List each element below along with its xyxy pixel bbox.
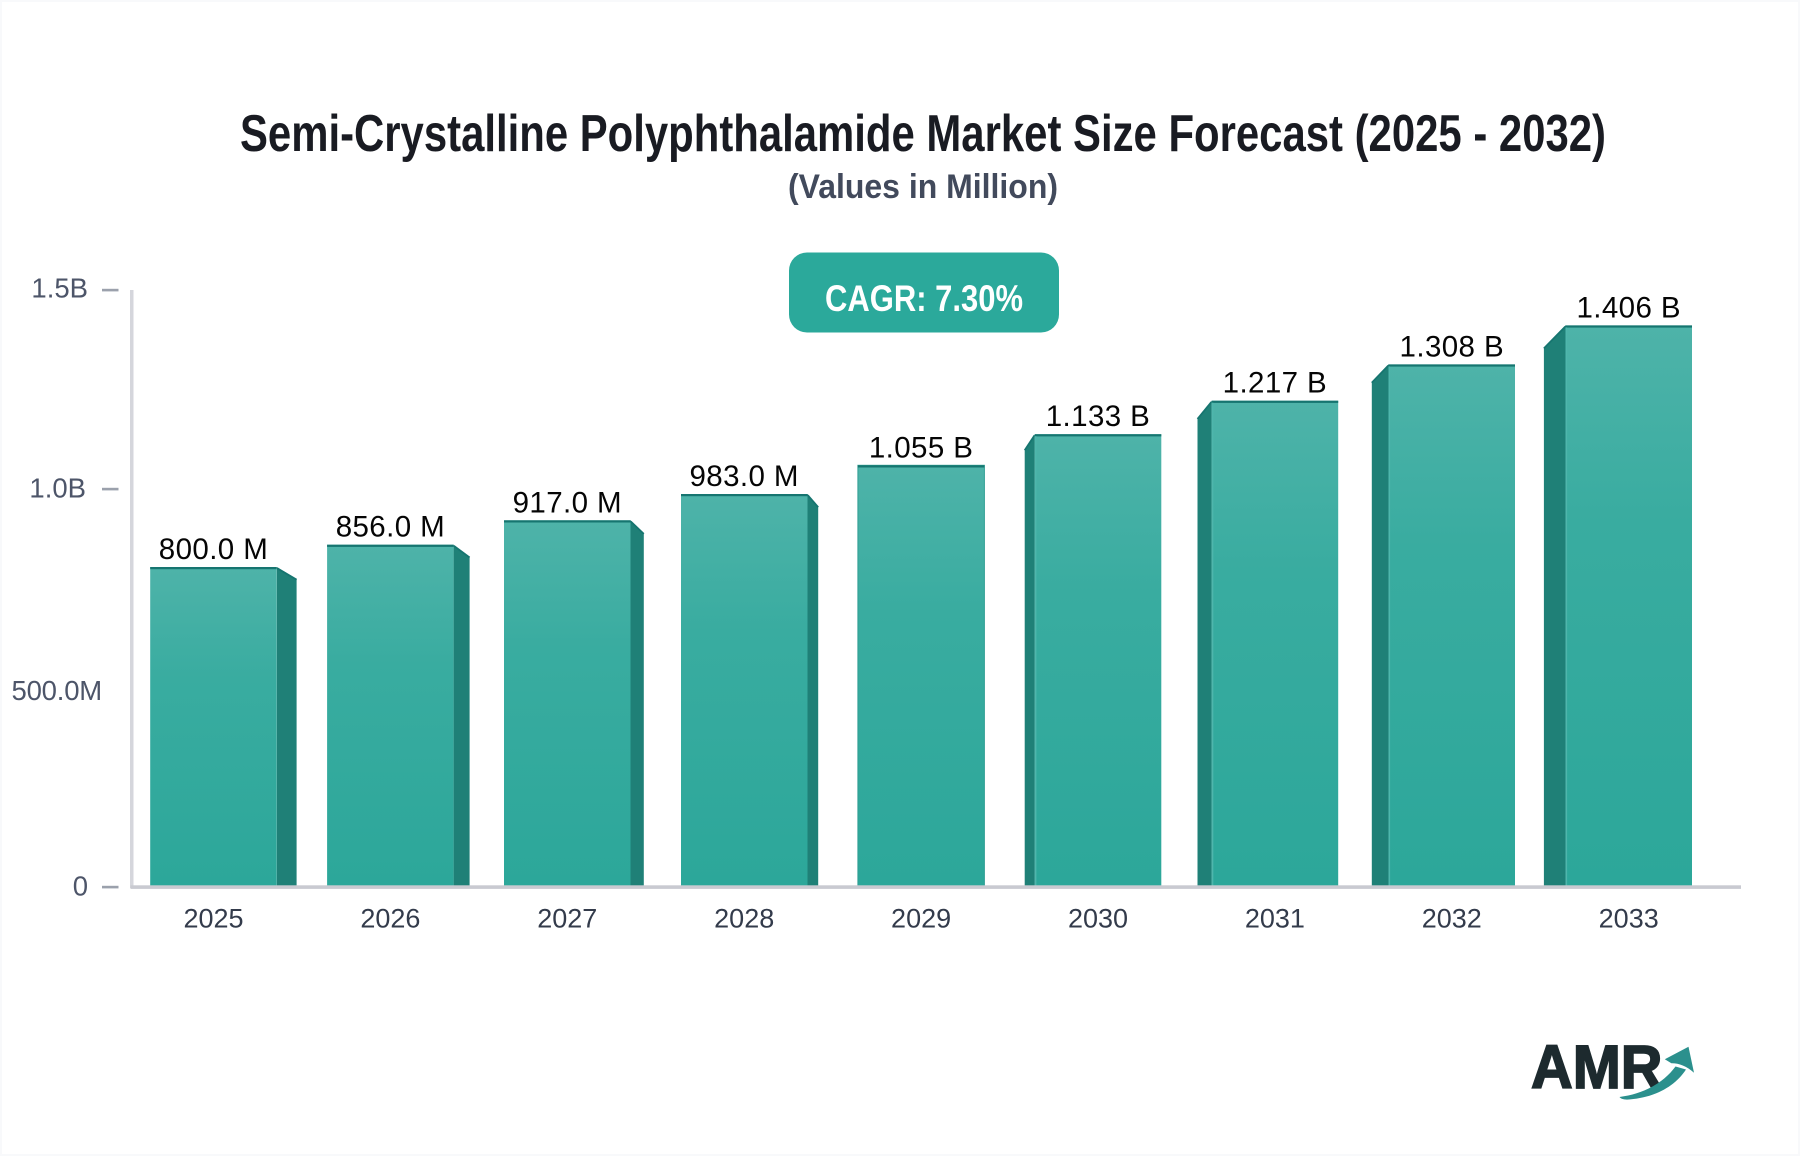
svg-text:1.308 B: 1.308 B (1400, 330, 1505, 363)
svg-text:800.0 M: 800.0 M (159, 533, 268, 566)
svg-text:500.0M: 500.0M (11, 675, 102, 706)
svg-text:1.406 B: 1.406 B (1576, 291, 1681, 324)
svg-text:2030: 2030 (1068, 904, 1128, 934)
svg-text:0: 0 (73, 871, 88, 902)
svg-text:1.133 B: 1.133 B (1046, 400, 1151, 433)
svg-text:2026: 2026 (360, 904, 420, 934)
svg-text:1.5B: 1.5B (31, 273, 88, 304)
svg-text:1.055 B: 1.055 B (869, 431, 974, 464)
svg-text:2025: 2025 (183, 904, 243, 934)
svg-text:2033: 2033 (1599, 904, 1659, 934)
svg-text:983.0 M: 983.0 M (689, 460, 798, 493)
svg-text:AMR: AMR (1531, 1033, 1663, 1101)
svg-text:Semi-Crystalline Polyphthalami: Semi-Crystalline Polyphthalamide Market … (240, 105, 1606, 163)
svg-text:856.0 M: 856.0 M (336, 511, 445, 544)
svg-text:1.217 B: 1.217 B (1223, 367, 1328, 400)
svg-text:(Values in Million): (Values in Million) (788, 168, 1058, 206)
svg-text:1.0B: 1.0B (29, 473, 86, 504)
svg-text:2029: 2029 (891, 904, 951, 934)
svg-text:2032: 2032 (1422, 904, 1482, 934)
svg-text:2027: 2027 (537, 904, 597, 934)
svg-text:CAGR: 7.30%: CAGR: 7.30% (825, 278, 1023, 319)
svg-text:2031: 2031 (1245, 904, 1305, 934)
svg-text:2028: 2028 (714, 904, 774, 934)
svg-text:917.0 M: 917.0 M (513, 486, 622, 519)
